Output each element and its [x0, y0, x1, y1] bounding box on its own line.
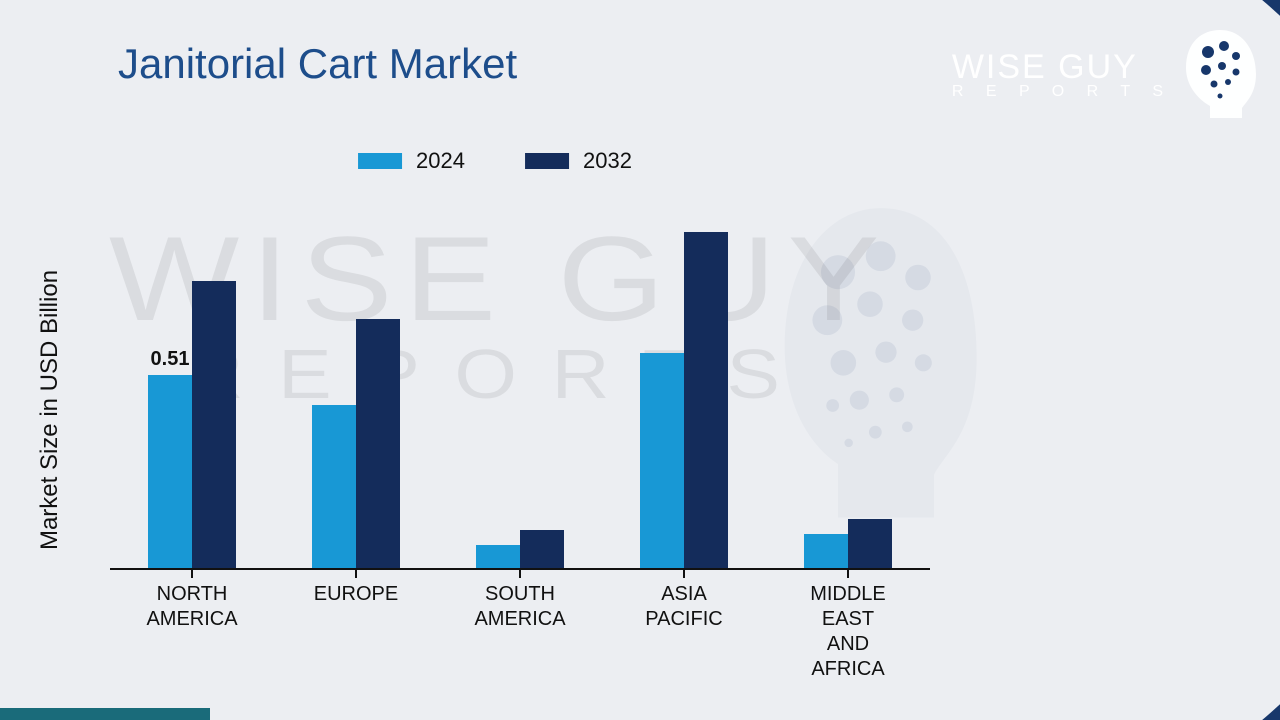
brand-sub: R E P O R T S: [952, 85, 1172, 99]
chart: Market Size in USD Billion 2024 2032 0.5…: [60, 130, 930, 690]
legend-swatch-2024: [358, 153, 402, 169]
x-axis-label: NORTHAMERICA: [110, 568, 274, 632]
category-group: MIDDLEEASTANDAFRICA: [766, 190, 930, 568]
bar-2024: [640, 353, 684, 568]
brand-mark-icon: [1178, 28, 1258, 123]
bar-2032: [520, 530, 564, 568]
legend-label-2032: 2032: [583, 148, 632, 174]
bar-2024: [148, 375, 192, 568]
legend-label-2024: 2024: [416, 148, 465, 174]
x-axis-label: ASIAPACIFIC: [602, 568, 766, 632]
bar-pair: [312, 319, 400, 568]
legend-swatch-2032: [525, 153, 569, 169]
chart-ylabel: Market Size in USD Billion: [36, 270, 64, 550]
bar-2032: [684, 232, 728, 568]
category-group: 0.51NORTHAMERICA: [110, 190, 274, 568]
bar-pair: [640, 232, 728, 568]
category-group: ASIAPACIFIC: [602, 190, 766, 568]
bar-pair: [804, 519, 892, 568]
brand-logo: WISE GUY R E P O R T S: [952, 28, 1258, 123]
bar-pair: 0.51: [148, 281, 236, 568]
chart-plot: 0.51NORTHAMERICAEUROPESOUTHAMERICAASIAPA…: [110, 190, 930, 570]
brand-main: WISE GUY: [952, 52, 1172, 83]
legend-item-2032: 2032: [525, 148, 632, 174]
legend-item-2024: 2024: [358, 148, 465, 174]
bar-2024: [312, 405, 356, 568]
page-title: Janitorial Cart Market: [118, 40, 517, 88]
bar-2024: [476, 545, 520, 568]
chart-legend: 2024 2032: [358, 148, 632, 174]
x-axis-label: EUROPE: [274, 568, 438, 607]
bar-2032: [356, 319, 400, 568]
bar-2024: [804, 534, 848, 568]
category-group: SOUTHAMERICA: [438, 190, 602, 568]
bar-pair: [476, 530, 564, 568]
bottom-left-accent: [0, 708, 210, 720]
bar-value-label: 0.51: [151, 348, 190, 371]
x-axis-label: MIDDLEEASTANDAFRICA: [766, 568, 930, 682]
category-group: EUROPE: [274, 190, 438, 568]
x-axis-label: SOUTHAMERICA: [438, 568, 602, 632]
bar-2032: [192, 281, 236, 568]
bar-2032: [848, 519, 892, 568]
